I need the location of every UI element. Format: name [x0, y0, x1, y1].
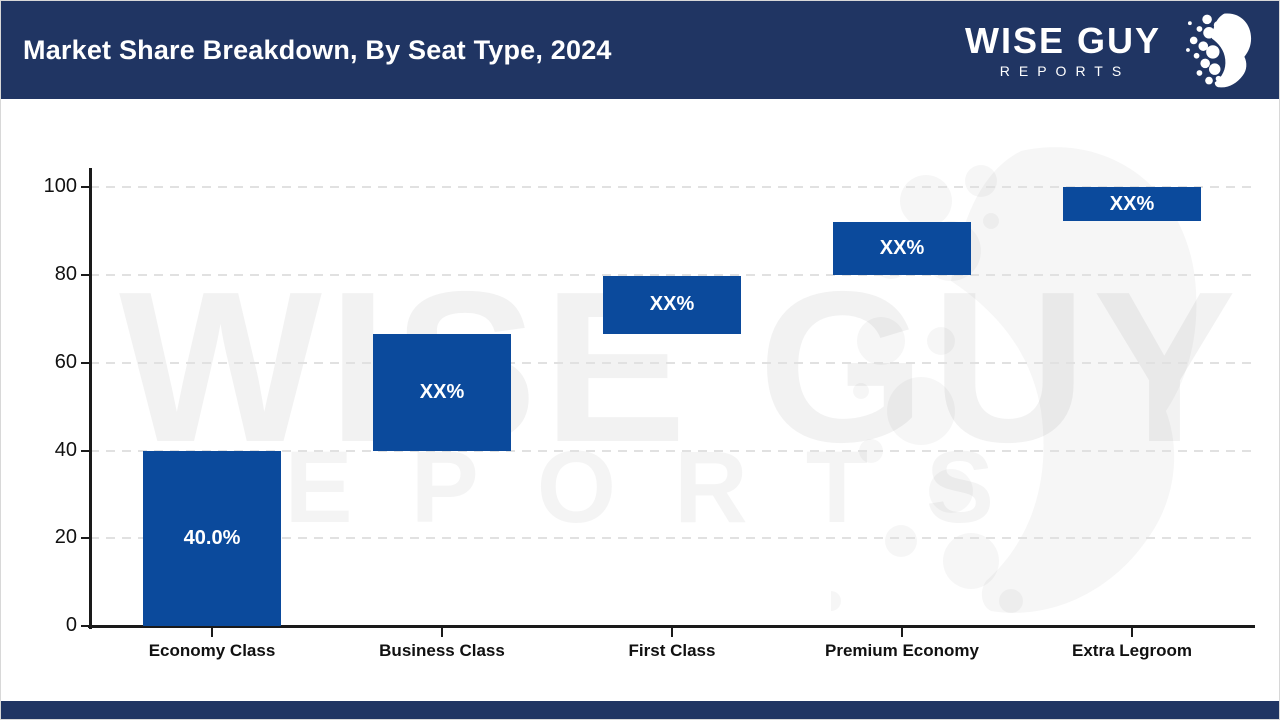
y-tick-mark: [81, 537, 90, 540]
x-tick-mark: [671, 628, 673, 637]
x-category-label: Extra Legroom: [1072, 641, 1192, 660]
x-category-label: Premium Economy: [825, 641, 979, 660]
logo-subtitle: REPORTS: [999, 62, 1131, 79]
y-tick-mark: [81, 625, 90, 627]
x-category-label: Economy Class: [148, 641, 276, 660]
bar-value-label: 40.0%: [183, 526, 241, 549]
bar-value-label: XX%: [649, 293, 695, 316]
bar: XX%: [833, 221, 971, 276]
x-category-label: First Class: [628, 641, 716, 660]
bar-value-label: XX%: [1109, 192, 1155, 215]
y-tick-label: 20: [54, 526, 77, 549]
y-tick-label: 0: [65, 614, 77, 636]
y-axis-line: [89, 168, 92, 629]
x-tick-mark: [441, 628, 443, 637]
x-axis-line: [88, 625, 1255, 628]
logo-text: WISE GUY REPORTS: [964, 19, 1161, 79]
y-tick-label: 60: [54, 350, 77, 373]
gridline: [90, 186, 1254, 189]
bar: XX%: [603, 275, 741, 334]
y-tick-label: 100: [43, 175, 77, 198]
gridline: [90, 449, 1254, 452]
bar: XX%: [373, 333, 511, 451]
x-category-label: Business Class: [379, 641, 505, 660]
y-tick-mark: [81, 274, 90, 277]
y-tick-label: 80: [54, 263, 77, 286]
logo-head-icon: [1186, 13, 1252, 88]
y-tick-label: 40: [54, 438, 77, 461]
header: Market Share Breakdown, By Seat Type, 20…: [1, 1, 1279, 99]
logo-wordmark: WISE GUY: [964, 19, 1161, 61]
footer-bar: [1, 701, 1279, 719]
x-tick-mark: [901, 628, 903, 637]
bar: 40.0%: [143, 450, 281, 626]
bar-value-label: XX%: [879, 236, 925, 259]
y-tick-mark: [81, 186, 90, 189]
gridline: [90, 361, 1254, 364]
y-tick-mark: [81, 361, 90, 364]
gridline: [90, 274, 1254, 277]
x-tick-mark: [211, 628, 213, 637]
bar-value-label: XX%: [419, 380, 465, 403]
logo: WISE GUY REPORTS: [965, 9, 1253, 91]
gridline: [90, 537, 1254, 540]
bar: XX%: [1063, 187, 1201, 221]
y-tick-mark: [81, 449, 90, 452]
x-tick-mark: [1131, 628, 1133, 637]
watermark-subtitle: REPORTS: [153, 429, 1052, 546]
page-title: Market Share Breakdown, By Seat Type, 20…: [23, 34, 612, 65]
